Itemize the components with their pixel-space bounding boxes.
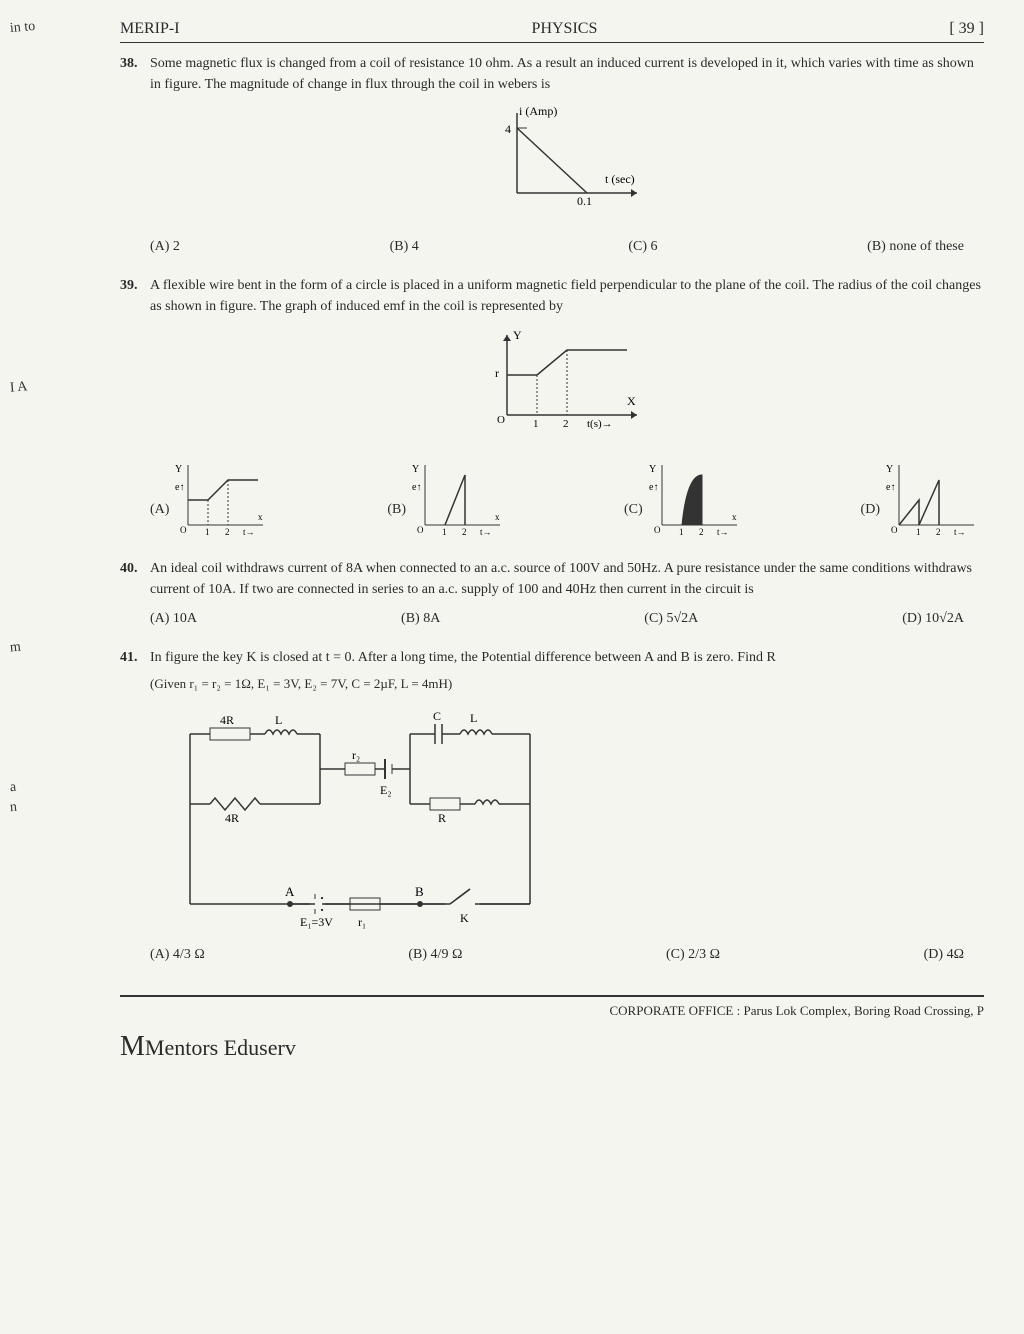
svg-text:e↑: e↑ (649, 482, 658, 493)
svg-text:t (sec): t (sec) (605, 172, 635, 186)
svg-text:1: 1 (679, 527, 684, 537)
option-d: (D) Y e↑ 1 2 t→ O (861, 460, 984, 540)
svg-text:O: O (497, 414, 505, 426)
option-d: (D) 4Ω (924, 944, 964, 965)
option-c: (C) 6 (628, 236, 657, 257)
footer-office: CORPORATE OFFICE : Parus Lok Complex, Bo… (609, 1003, 984, 1018)
logo-text: Mentors Eduserv (145, 1035, 296, 1060)
svg-text:Y: Y (649, 464, 656, 475)
svg-text:e↑: e↑ (886, 482, 895, 493)
svg-text:1: 1 (442, 527, 447, 537)
svg-text:x: x (495, 512, 500, 522)
option-a: (A) 2 (150, 236, 180, 257)
svg-text:O: O (180, 525, 187, 535)
option-b: (B) 4/9 Ω (408, 944, 462, 965)
question-39: 39. A flexible wire bent in the form of … (120, 275, 984, 540)
svg-text:Y: Y (886, 464, 893, 475)
svg-text:t→: t→ (954, 527, 966, 537)
q41-given: (Given r₁ = r₂ = 1Ω, E₁ = 3V, E₂ = 7V, C… (150, 674, 984, 694)
question-40: 40. An ideal coil withdraws current of 8… (120, 558, 984, 629)
svg-text:2: 2 (699, 527, 704, 537)
q39-main-graph: Y r 1 2 t(s)→ X O (477, 325, 657, 435)
svg-text:R: R (438, 811, 446, 825)
q41-options: (A) 4/3 Ω (B) 4/9 Ω (C) 2/3 Ω (D) 4Ω (150, 944, 984, 965)
svg-text:B: B (415, 884, 424, 899)
page-footer: CORPORATE OFFICE : Parus Lok Complex, Bo… (120, 995, 984, 1019)
svg-text:2: 2 (563, 418, 569, 430)
svg-text:r₁: r₁ (358, 915, 366, 929)
svg-text:L: L (470, 711, 477, 725)
svg-text:O: O (891, 525, 898, 535)
svg-text:2: 2 (936, 527, 941, 537)
svg-text:X: X (627, 394, 636, 408)
svg-text:O: O (654, 525, 661, 535)
question-text: A flexible wire bent in the form of a ci… (150, 278, 981, 314)
question-text: Some magnetic flux is changed from a coi… (150, 56, 974, 92)
option-d: (D) 10√2A (902, 608, 964, 629)
svg-text:t→: t→ (243, 527, 255, 537)
option-c: (C) Y e↑ 1 2 t→ x O (624, 460, 747, 540)
svg-text:1: 1 (916, 527, 921, 537)
svg-text:L: L (275, 713, 282, 727)
svg-text:1: 1 (205, 527, 210, 537)
option-d: (B) none of these (867, 236, 964, 257)
svg-text:t(s)→: t(s)→ (587, 418, 613, 430)
svg-text:4R: 4R (220, 713, 234, 727)
svg-text:e↑: e↑ (412, 482, 421, 493)
option-a: (A) Y e↑ 1 2 t→ x O (150, 460, 273, 540)
question-number: 40. (120, 558, 138, 579)
q38-graph: 4 0.1 i (Amp) t (sec) (477, 103, 657, 213)
svg-text:Y: Y (175, 464, 182, 475)
q41-circuit: 4R L 4R r₂ E₂ (150, 704, 984, 934)
header-center: PHYSICS (532, 20, 598, 38)
header-right: [ 39 ] (949, 20, 984, 38)
svg-text:r: r (495, 366, 499, 380)
option-c: (C) 5√2A (644, 608, 698, 629)
svg-text:1: 1 (533, 418, 539, 430)
svg-text:Y: Y (513, 328, 522, 342)
option-b: (B) Y e↑ 1 2 t→ x O (387, 460, 510, 540)
footer-logo: MMentors Eduserv (120, 1031, 984, 1063)
question-number: 39. (120, 275, 138, 296)
option-b: (B) 8A (401, 608, 440, 629)
svg-text:E₁=3V: E₁=3V (300, 915, 333, 929)
svg-text:E₂: E₂ (380, 783, 392, 797)
svg-text:t→: t→ (717, 527, 729, 537)
option-a: (A) 10A (150, 608, 197, 629)
q38-options: (A) 2 (B) 4 (C) 6 (B) none of these (150, 236, 984, 257)
svg-text:2: 2 (225, 527, 230, 537)
svg-text:t→: t→ (480, 527, 492, 537)
svg-text:C: C (433, 709, 441, 723)
svg-text:0.1: 0.1 (577, 194, 592, 208)
svg-text:K: K (460, 911, 469, 925)
svg-text:e↑: e↑ (175, 482, 184, 493)
header-left: MERIP-I (120, 20, 180, 38)
svg-text:r₂: r₂ (352, 748, 360, 762)
svg-text:4: 4 (505, 122, 511, 136)
svg-text:O: O (417, 525, 424, 535)
page-header: MERIP-I PHYSICS [ 39 ] (120, 20, 984, 43)
question-number: 41. (120, 647, 138, 668)
svg-text:4R: 4R (225, 811, 239, 825)
svg-text:A: A (285, 884, 295, 899)
svg-text:x: x (732, 512, 737, 522)
question-number: 38. (120, 53, 138, 74)
q39-options: (A) Y e↑ 1 2 t→ x O (B) (150, 460, 984, 540)
svg-text:Y: Y (412, 464, 419, 475)
option-b: (B) 4 (390, 236, 419, 257)
q40-options: (A) 10A (B) 8A (C) 5√2A (D) 10√2A (150, 608, 984, 629)
question-text: An ideal coil withdraws current of 8A wh… (150, 561, 972, 597)
question-41: 41. In figure the key K is closed at t =… (120, 647, 984, 965)
svg-text:i (Amp): i (Amp) (519, 104, 557, 118)
question-38: 38. Some magnetic flux is changed from a… (120, 53, 984, 257)
option-a: (A) 4/3 Ω (150, 944, 205, 965)
svg-text:2: 2 (462, 527, 467, 537)
svg-text:x: x (258, 512, 263, 522)
option-c: (C) 2/3 Ω (666, 944, 720, 965)
question-text: In figure the key K is closed at t = 0. … (150, 650, 776, 665)
